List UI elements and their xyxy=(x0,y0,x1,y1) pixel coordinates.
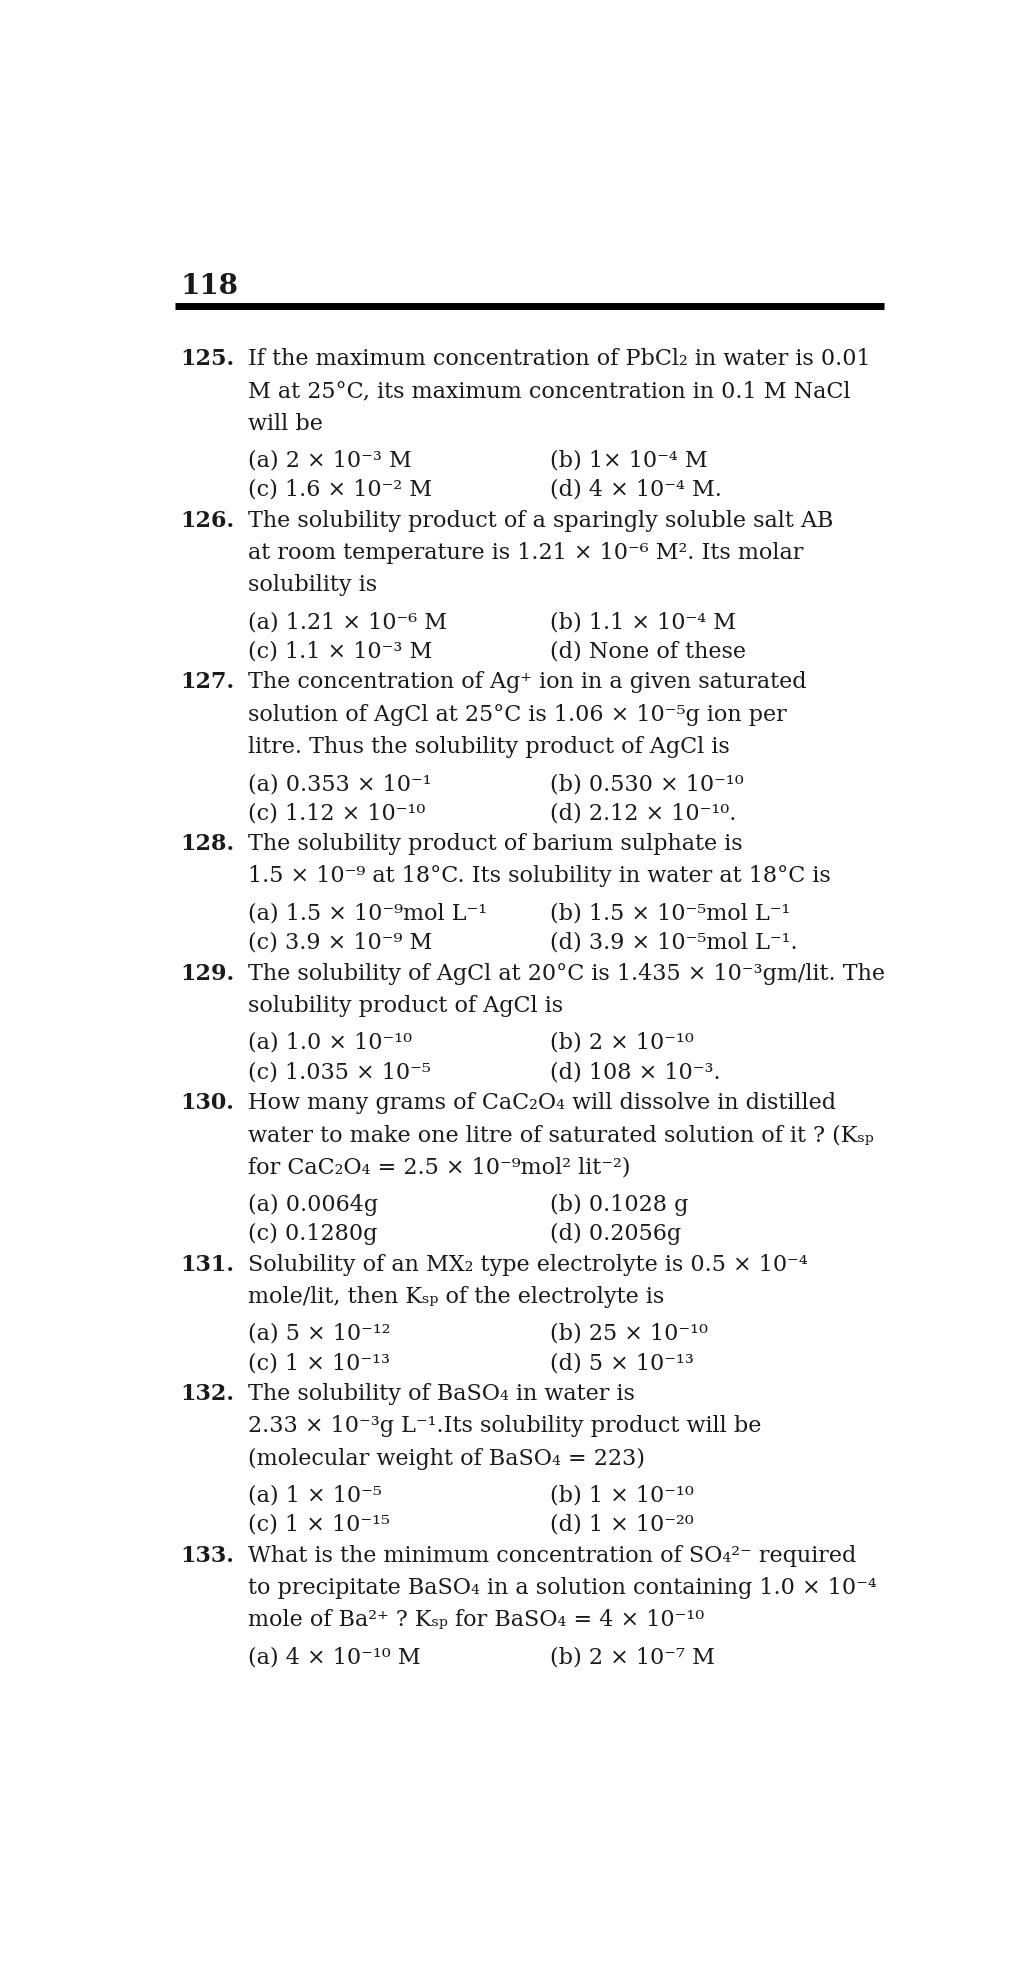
Text: 1.5 × 10⁻⁹ at 18°C. Its solubility in water at 18°C is: 1.5 × 10⁻⁹ at 18°C. Its solubility in wa… xyxy=(248,865,830,888)
Text: The concentration of Ag⁺ ion in a given saturated: The concentration of Ag⁺ ion in a given … xyxy=(248,672,807,693)
Text: litre. Thus the solubility product of AgCl is: litre. Thus the solubility product of Ag… xyxy=(248,737,730,758)
Text: for CaC₂O₄ = 2.5 × 10⁻⁹mol² lit⁻²): for CaC₂O₄ = 2.5 × 10⁻⁹mol² lit⁻²) xyxy=(248,1156,631,1178)
Text: 118: 118 xyxy=(180,274,239,299)
Text: (a) 1 × 10⁻⁵: (a) 1 × 10⁻⁵ xyxy=(248,1485,382,1507)
Text: 132.: 132. xyxy=(180,1383,234,1405)
Text: (d) 108 × 10⁻³.: (d) 108 × 10⁻³. xyxy=(550,1062,721,1084)
Text: (b) 2 × 10⁻¹⁰: (b) 2 × 10⁻¹⁰ xyxy=(550,1032,694,1054)
Text: (a) 0.353 × 10⁻¹: (a) 0.353 × 10⁻¹ xyxy=(248,772,432,796)
Text: (b) 1× 10⁻⁴ M: (b) 1× 10⁻⁴ M xyxy=(550,449,708,471)
Text: 126.: 126. xyxy=(180,510,234,532)
Text: (c) 1.1 × 10⁻³ M: (c) 1.1 × 10⁻³ M xyxy=(248,640,432,662)
Text: (d) 2.12 × 10⁻¹⁰.: (d) 2.12 × 10⁻¹⁰. xyxy=(550,802,736,823)
Text: to precipitate BaSO₄ in a solution containing 1.0 × 10⁻⁴: to precipitate BaSO₄ in a solution conta… xyxy=(248,1576,877,1600)
Text: (a) 1.21 × 10⁻⁶ M: (a) 1.21 × 10⁻⁶ M xyxy=(248,611,447,634)
Text: (b) 0.530 × 10⁻¹⁰: (b) 0.530 × 10⁻¹⁰ xyxy=(550,772,744,796)
Text: (b) 2 × 10⁻⁷ M: (b) 2 × 10⁻⁷ M xyxy=(550,1647,715,1669)
Text: (b) 0.1028 g: (b) 0.1028 g xyxy=(550,1194,689,1215)
Text: 129.: 129. xyxy=(180,963,234,985)
Text: (d) 3.9 × 10⁻⁵mol L⁻¹.: (d) 3.9 × 10⁻⁵mol L⁻¹. xyxy=(550,932,798,953)
Text: (d) 0.2056g: (d) 0.2056g xyxy=(550,1223,682,1245)
Text: 133.: 133. xyxy=(180,1544,234,1566)
Text: solution of AgCl at 25°C is 1.06 × 10⁻⁵g ion per: solution of AgCl at 25°C is 1.06 × 10⁻⁵g… xyxy=(248,703,786,725)
Text: (c) 1 × 10⁻¹⁵: (c) 1 × 10⁻¹⁵ xyxy=(248,1513,390,1537)
Text: (a) 5 × 10⁻¹²: (a) 5 × 10⁻¹² xyxy=(248,1324,390,1346)
Text: M at 25°C, its maximum concentration in 0.1 M NaCl: M at 25°C, its maximum concentration in … xyxy=(248,380,851,402)
Text: The solubility of BaSO₄ in water is: The solubility of BaSO₄ in water is xyxy=(248,1383,635,1405)
Text: (a) 0.0064g: (a) 0.0064g xyxy=(248,1194,378,1215)
Text: (b) 1 × 10⁻¹⁰: (b) 1 × 10⁻¹⁰ xyxy=(550,1485,694,1507)
Text: 128.: 128. xyxy=(180,833,234,855)
Text: 127.: 127. xyxy=(180,672,234,693)
Text: (d) 4 × 10⁻⁴ M.: (d) 4 × 10⁻⁴ M. xyxy=(550,479,722,500)
Text: (c) 0.1280g: (c) 0.1280g xyxy=(248,1223,378,1245)
Text: solubility is: solubility is xyxy=(248,575,377,597)
Text: The solubility of AgCl at 20°C is 1.435 × 10⁻³gm/lit. The: The solubility of AgCl at 20°C is 1.435 … xyxy=(248,963,885,985)
Text: 125.: 125. xyxy=(180,349,234,370)
Text: The solubility product of barium sulphate is: The solubility product of barium sulphat… xyxy=(248,833,742,855)
Text: (c) 1 × 10⁻¹³: (c) 1 × 10⁻¹³ xyxy=(248,1351,390,1375)
Text: (a) 1.0 × 10⁻¹⁰: (a) 1.0 × 10⁻¹⁰ xyxy=(248,1032,413,1054)
Text: (c) 1.12 × 10⁻¹⁰: (c) 1.12 × 10⁻¹⁰ xyxy=(248,802,426,823)
Text: (d) 5 × 10⁻¹³: (d) 5 × 10⁻¹³ xyxy=(550,1351,694,1375)
Text: (c) 1.6 × 10⁻² M: (c) 1.6 × 10⁻² M xyxy=(248,479,432,500)
Text: 2.33 × 10⁻³g L⁻¹.Its solubility product will be: 2.33 × 10⁻³g L⁻¹.Its solubility product … xyxy=(248,1414,762,1438)
Text: (b) 1.1 × 10⁻⁴ M: (b) 1.1 × 10⁻⁴ M xyxy=(550,611,736,634)
Text: (b) 1.5 × 10⁻⁵mol L⁻¹: (b) 1.5 × 10⁻⁵mol L⁻¹ xyxy=(550,902,791,924)
Text: The solubility product of a sparingly soluble salt AB: The solubility product of a sparingly so… xyxy=(248,510,834,532)
Text: Solubility of an MX₂ type electrolyte is 0.5 × 10⁻⁴: Solubility of an MX₂ type electrolyte is… xyxy=(248,1253,808,1275)
Text: 131.: 131. xyxy=(180,1253,234,1275)
Text: mole/lit, then Kₛₚ of the electrolyte is: mole/lit, then Kₛₚ of the electrolyte is xyxy=(248,1286,665,1308)
Text: (d) None of these: (d) None of these xyxy=(550,640,746,662)
Text: If the maximum concentration of PbCl₂ in water is 0.01: If the maximum concentration of PbCl₂ in… xyxy=(248,349,870,370)
Text: will be: will be xyxy=(248,414,323,435)
Text: (c) 3.9 × 10⁻⁹ M: (c) 3.9 × 10⁻⁹ M xyxy=(248,932,432,953)
Text: How many grams of CaC₂O₄ will dissolve in distilled: How many grams of CaC₂O₄ will dissolve i… xyxy=(248,1091,837,1113)
Text: What is the minimum concentration of SO₄²⁻ required: What is the minimum concentration of SO₄… xyxy=(248,1544,856,1566)
Text: at room temperature is 1.21 × 10⁻⁶ M². Its molar: at room temperature is 1.21 × 10⁻⁶ M². I… xyxy=(248,542,804,563)
Text: (b) 25 × 10⁻¹⁰: (b) 25 × 10⁻¹⁰ xyxy=(550,1324,709,1346)
Text: 130.: 130. xyxy=(180,1091,234,1113)
Text: (a) 2 × 10⁻³ M: (a) 2 × 10⁻³ M xyxy=(248,449,412,471)
Text: (c) 1.035 × 10⁻⁵: (c) 1.035 × 10⁻⁵ xyxy=(248,1062,431,1084)
Text: (d) 1 × 10⁻²⁰: (d) 1 × 10⁻²⁰ xyxy=(550,1513,694,1537)
Text: solubility product of AgCl is: solubility product of AgCl is xyxy=(248,995,563,1017)
Text: (a) 4 × 10⁻¹⁰ M: (a) 4 × 10⁻¹⁰ M xyxy=(248,1647,421,1669)
Text: (a) 1.5 × 10⁻⁹mol L⁻¹: (a) 1.5 × 10⁻⁹mol L⁻¹ xyxy=(248,902,487,924)
Text: (molecular weight of BaSO₄ = 223): (molecular weight of BaSO₄ = 223) xyxy=(248,1448,645,1470)
Text: mole of Ba²⁺ ? Kₛₚ for BaSO₄ = 4 × 10⁻¹⁰: mole of Ba²⁺ ? Kₛₚ for BaSO₄ = 4 × 10⁻¹⁰ xyxy=(248,1609,705,1631)
Text: water to make one litre of saturated solution of it ? (Kₛₚ: water to make one litre of saturated sol… xyxy=(248,1125,873,1147)
